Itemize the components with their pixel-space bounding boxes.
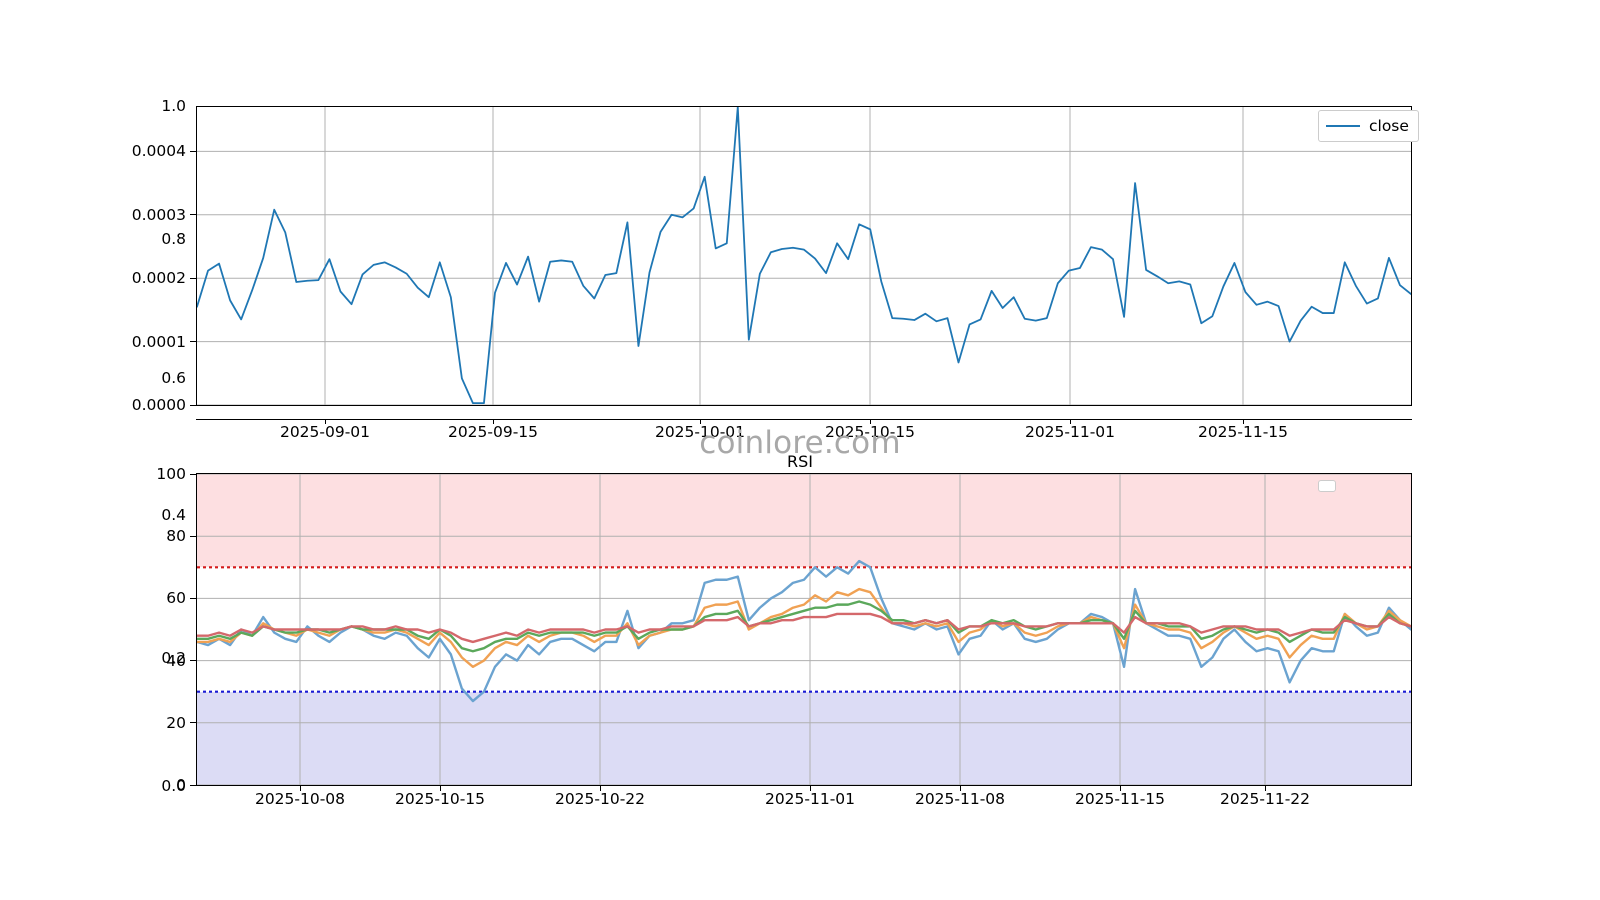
rsi-x-tick-2025-11-22: 2025-11-22	[1219, 790, 1311, 808]
rsi-y-tickmark	[190, 660, 196, 662]
rsi-line-rsi-9	[197, 559, 1411, 703]
price-line-svg	[197, 107, 1411, 405]
rsi-y-tick-0: 0	[176, 776, 186, 794]
price-y-tick-0.0002: 0.0002	[131, 269, 186, 288]
price-x-tickmark	[324, 419, 326, 424]
watermark: coinlore.com	[699, 425, 901, 461]
price-x-tick-2025-10-01: 2025-10-01	[654, 423, 746, 441]
rsi-y-tick-60: 60	[166, 589, 186, 608]
rsi-line-rsi-22	[197, 600, 1411, 653]
price-chart-legend: close	[1318, 110, 1419, 142]
overbought-band	[197, 474, 1411, 568]
price-y-tickmark	[190, 341, 196, 343]
rsi-line-rsi-42	[197, 612, 1411, 644]
price-x-tickmark	[699, 419, 701, 424]
price-x-tick-2025-09-01: 2025-09-01	[279, 423, 371, 441]
price-y-tick-0.0004: 0.0004	[131, 142, 186, 161]
rsi-x-tick-2025-11-15: 2025-11-15	[1074, 790, 1166, 808]
rsi-y-overlay-tick-0.2: 0.2	[161, 649, 186, 667]
price-legend-swatch-close	[1326, 125, 1360, 127]
rsi-y-tick-40: 40	[166, 651, 186, 670]
rsi-x-tickmark	[439, 786, 441, 791]
rsi-title: RSI	[787, 452, 813, 471]
rsi-lines-svg	[197, 474, 1411, 785]
price-x-tickmark	[1069, 419, 1071, 424]
rsi-y-overlay-tick-0.4: 0.4	[161, 506, 186, 524]
rsi-y-tickmark	[190, 722, 196, 724]
rsi-y-tickmark	[190, 473, 196, 475]
price-legend-label: close	[1369, 117, 1409, 135]
close-price-line	[197, 107, 1411, 405]
rsi-x-tick-2025-10-15: 2025-10-15	[394, 790, 486, 808]
price-x-tick-2025-09-15: 2025-09-15	[447, 423, 539, 441]
rsi-x-tickmark	[959, 786, 961, 791]
price-y-tickmark	[190, 214, 196, 216]
rsi-x-tick-2025-11-01: 2025-11-01	[764, 790, 856, 808]
rsi-x-tickmark	[1264, 786, 1266, 791]
rsi-y-tick-80: 80	[166, 527, 186, 546]
rsi-y-tick-20: 20	[166, 713, 186, 732]
oversold-band	[197, 691, 1411, 785]
price-y-tickmark	[190, 150, 196, 152]
price-x-tick-2025-10-15: 2025-10-15	[824, 423, 916, 441]
rsi-x-tick-2025-10-08: 2025-10-08	[254, 790, 346, 808]
rsi-y-overlay-tick-0.0: 0.0	[161, 777, 186, 795]
price-y-tickmark	[190, 404, 196, 406]
price-chart-plot-area	[196, 106, 1412, 406]
price-x-tick-2025-11-15: 2025-11-15	[1197, 423, 1289, 441]
price-y-tick-0.0001: 0.0001	[131, 332, 186, 351]
price-x-tickmark	[492, 419, 494, 424]
rsi-x-tickmark	[599, 786, 601, 791]
panel-separator	[196, 419, 1412, 420]
price-y-overlay-tick-1.0: 1.0	[161, 97, 186, 115]
price-x-tickmark	[869, 419, 871, 424]
rsi-y-tickmark	[190, 597, 196, 599]
rsi-x-tickmark	[1119, 786, 1121, 791]
price-x-tickmark	[1242, 419, 1244, 424]
price-y-tick-0.0003: 0.0003	[131, 205, 186, 224]
rsi-x-tickmark	[299, 786, 301, 791]
price-y-tick-0.0000: 0.0000	[131, 396, 186, 414]
rsi-x-tickmark	[809, 786, 811, 791]
rsi-y-tick-100: 100	[156, 465, 186, 483]
price-y-tickmark	[190, 277, 196, 279]
rsi-x-tick-2025-11-08: 2025-11-08	[914, 790, 1006, 808]
rsi-x-tick-2025-10-22: 2025-10-22	[554, 790, 646, 808]
price-x-tick-2025-11-01: 2025-11-01	[1024, 423, 1116, 441]
rsi-chart-plot-area	[196, 473, 1412, 786]
rsi-chart-legend	[1318, 480, 1336, 492]
price-y-overlay-tick-0.8: 0.8	[161, 230, 186, 248]
rsi-y-tickmark	[190, 784, 196, 786]
rsi-y-tickmark	[190, 535, 196, 537]
price-y-overlay-tick-0.6: 0.6	[161, 369, 186, 387]
price-legend-row: close	[1326, 116, 1409, 136]
